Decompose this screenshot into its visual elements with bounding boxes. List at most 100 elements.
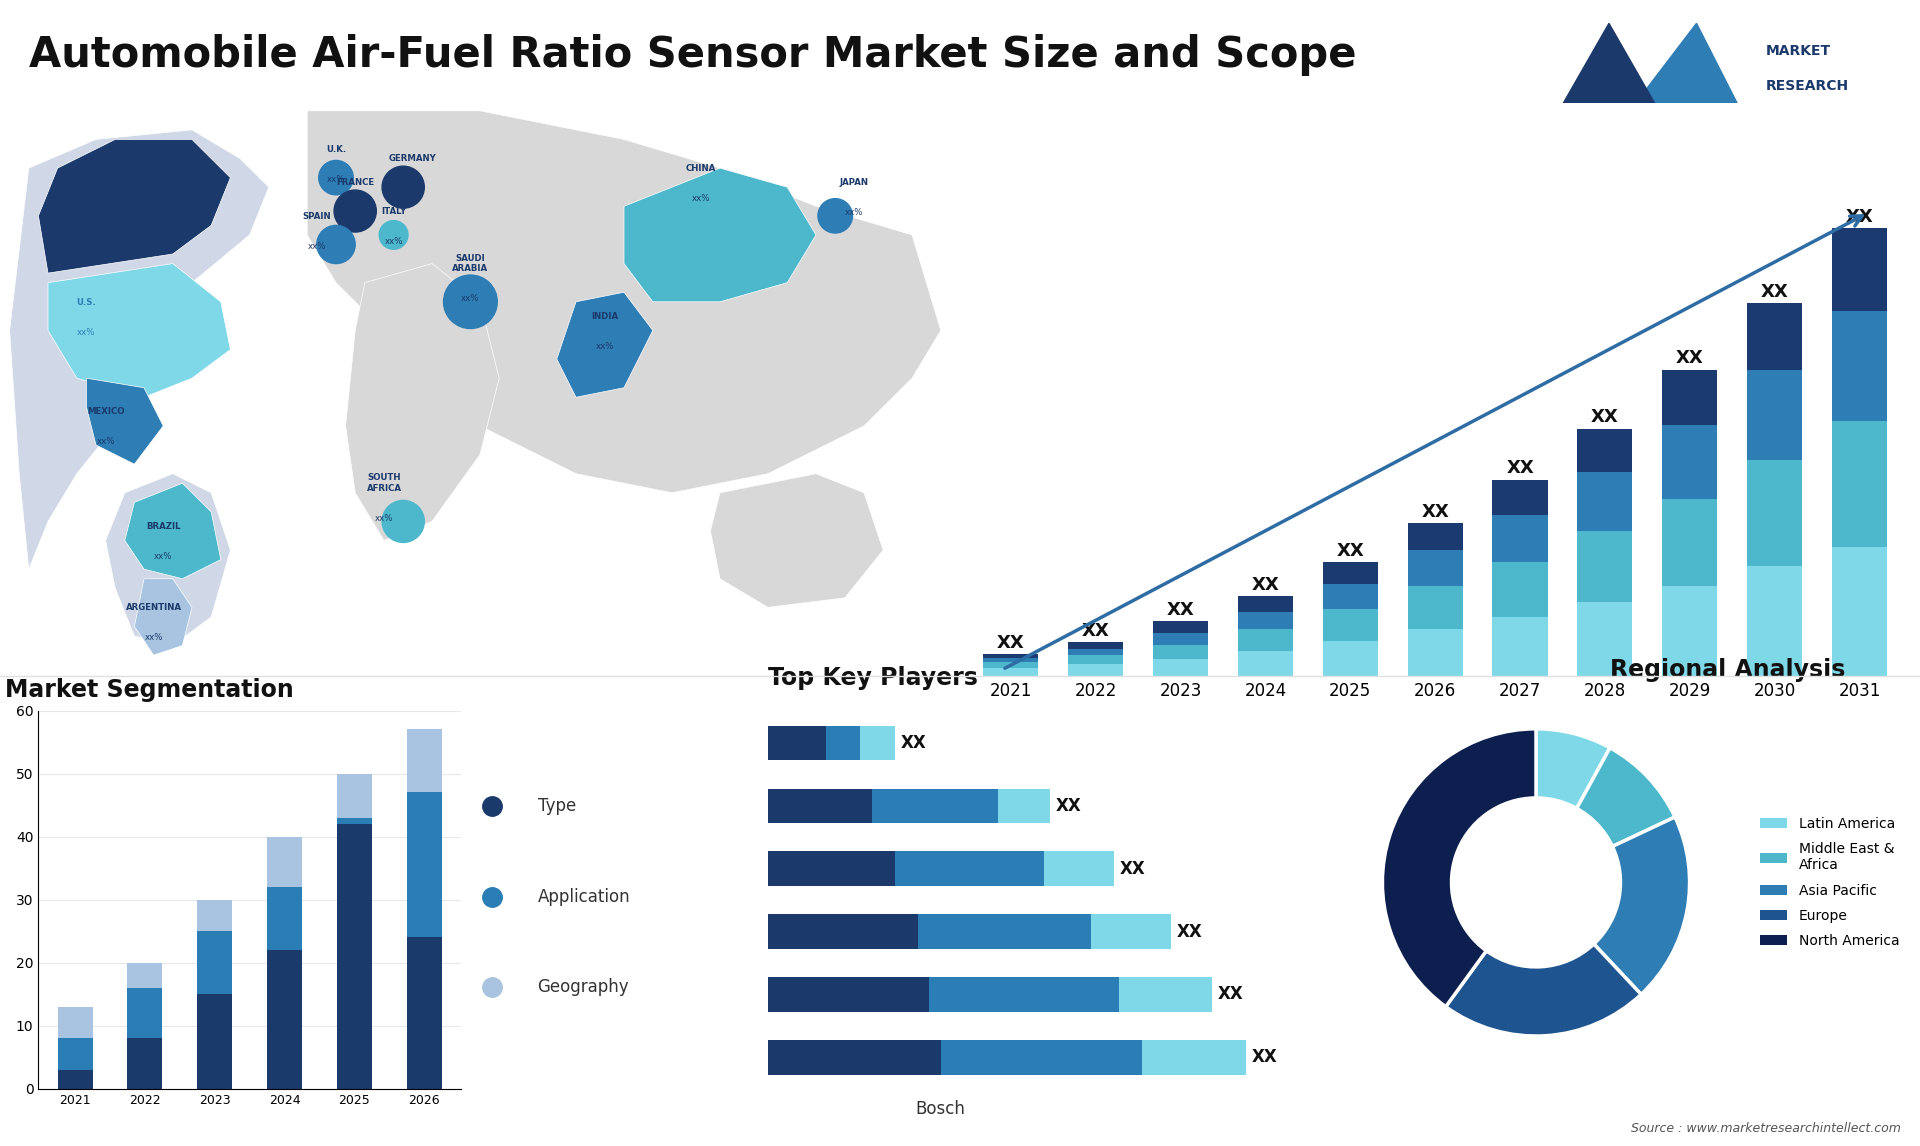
Wedge shape [1536,729,1611,808]
Bar [1323,610,1379,641]
Circle shape [818,198,852,233]
Text: xx%: xx% [326,175,346,183]
Bar [929,978,1119,1012]
Polygon shape [1609,23,1755,139]
Circle shape [1494,839,1578,926]
Text: XX: XX [1336,542,1365,560]
Bar [1407,586,1463,629]
Bar [1578,531,1632,602]
Bar [267,837,301,887]
Wedge shape [1576,748,1674,847]
Bar [407,729,442,793]
Bar [1663,586,1716,676]
Text: xx%: xx% [461,295,480,304]
Text: XX: XX [1845,209,1874,226]
Text: xx%: xx% [346,209,365,218]
Bar [198,931,232,994]
Polygon shape [86,378,163,464]
Text: FRANCE: FRANCE [336,178,374,187]
Bar [1747,566,1803,676]
Bar [1154,659,1208,676]
Polygon shape [10,129,269,570]
Bar [1492,516,1548,563]
Wedge shape [1382,729,1536,1006]
Bar [1663,500,1716,586]
Text: XX: XX [1252,575,1279,594]
Bar [1238,596,1292,612]
Text: XX: XX [1252,1049,1277,1066]
Bar [1663,425,1716,500]
Text: MEXICO: MEXICO [86,407,125,416]
Polygon shape [125,484,221,579]
Bar [860,725,895,760]
Bar [336,824,372,1089]
Text: U.S.: U.S. [77,298,96,307]
Text: XX: XX [1761,283,1789,300]
Circle shape [444,275,497,329]
Text: U.K.: U.K. [326,144,346,154]
Text: XX: XX [1421,503,1450,520]
Bar [998,788,1050,823]
Text: JAPAN: JAPAN [839,178,870,187]
Bar [127,963,163,988]
Bar [768,851,895,886]
Bar [1142,1041,1246,1075]
Bar [1154,621,1208,633]
Bar [1238,612,1292,629]
Wedge shape [1594,817,1690,995]
Bar [58,1070,92,1089]
Bar [768,915,918,949]
Text: SAUDI
ARABIA: SAUDI ARABIA [453,253,488,273]
Bar [826,725,860,760]
Text: XX: XX [1505,460,1534,478]
Text: XX: XX [1217,986,1242,1004]
Text: xx%: xx% [106,189,125,198]
Bar [267,950,301,1089]
Text: INTELLECT: INTELLECT [1766,112,1849,127]
Bar [1492,618,1548,676]
Bar [918,915,1091,949]
Text: Geography: Geography [538,979,630,996]
Polygon shape [1544,23,1674,139]
Bar [768,725,826,760]
Text: SPAIN: SPAIN [303,212,330,220]
Text: xx%: xx% [77,328,96,337]
Bar [1832,311,1887,421]
Bar [1407,523,1463,550]
Bar [1492,563,1548,618]
Bar [1068,649,1123,654]
Bar [1747,370,1803,461]
Text: BRAZIL: BRAZIL [146,521,180,531]
Text: ARGENTINA: ARGENTINA [125,603,182,612]
Bar [1492,480,1548,516]
Polygon shape [48,264,230,398]
Bar [1578,602,1632,676]
Circle shape [382,501,424,542]
Text: ITALY: ITALY [380,206,407,215]
Bar [1832,228,1887,311]
Text: xx%: xx% [144,633,163,642]
Text: MARKET: MARKET [1766,45,1832,58]
Text: XX: XX [1177,923,1202,941]
Bar [1578,429,1632,472]
Bar [1068,643,1123,649]
Text: xx%: xx% [691,194,710,203]
Bar [983,662,1039,668]
Bar [127,1038,163,1089]
Bar [1747,461,1803,566]
Title: Regional Analysis: Regional Analysis [1611,658,1845,682]
Polygon shape [624,168,816,301]
Bar [336,774,372,818]
Bar [1091,915,1171,949]
Circle shape [382,166,424,209]
Bar [1578,472,1632,531]
Bar [1323,641,1379,676]
Bar [983,668,1039,676]
Circle shape [378,220,407,250]
Bar [1832,421,1887,547]
Text: xx%: xx% [403,185,422,194]
Bar [127,988,163,1038]
Text: XX: XX [1119,860,1144,878]
Text: CHINA: CHINA [685,164,716,173]
Text: INDIA: INDIA [591,312,618,321]
